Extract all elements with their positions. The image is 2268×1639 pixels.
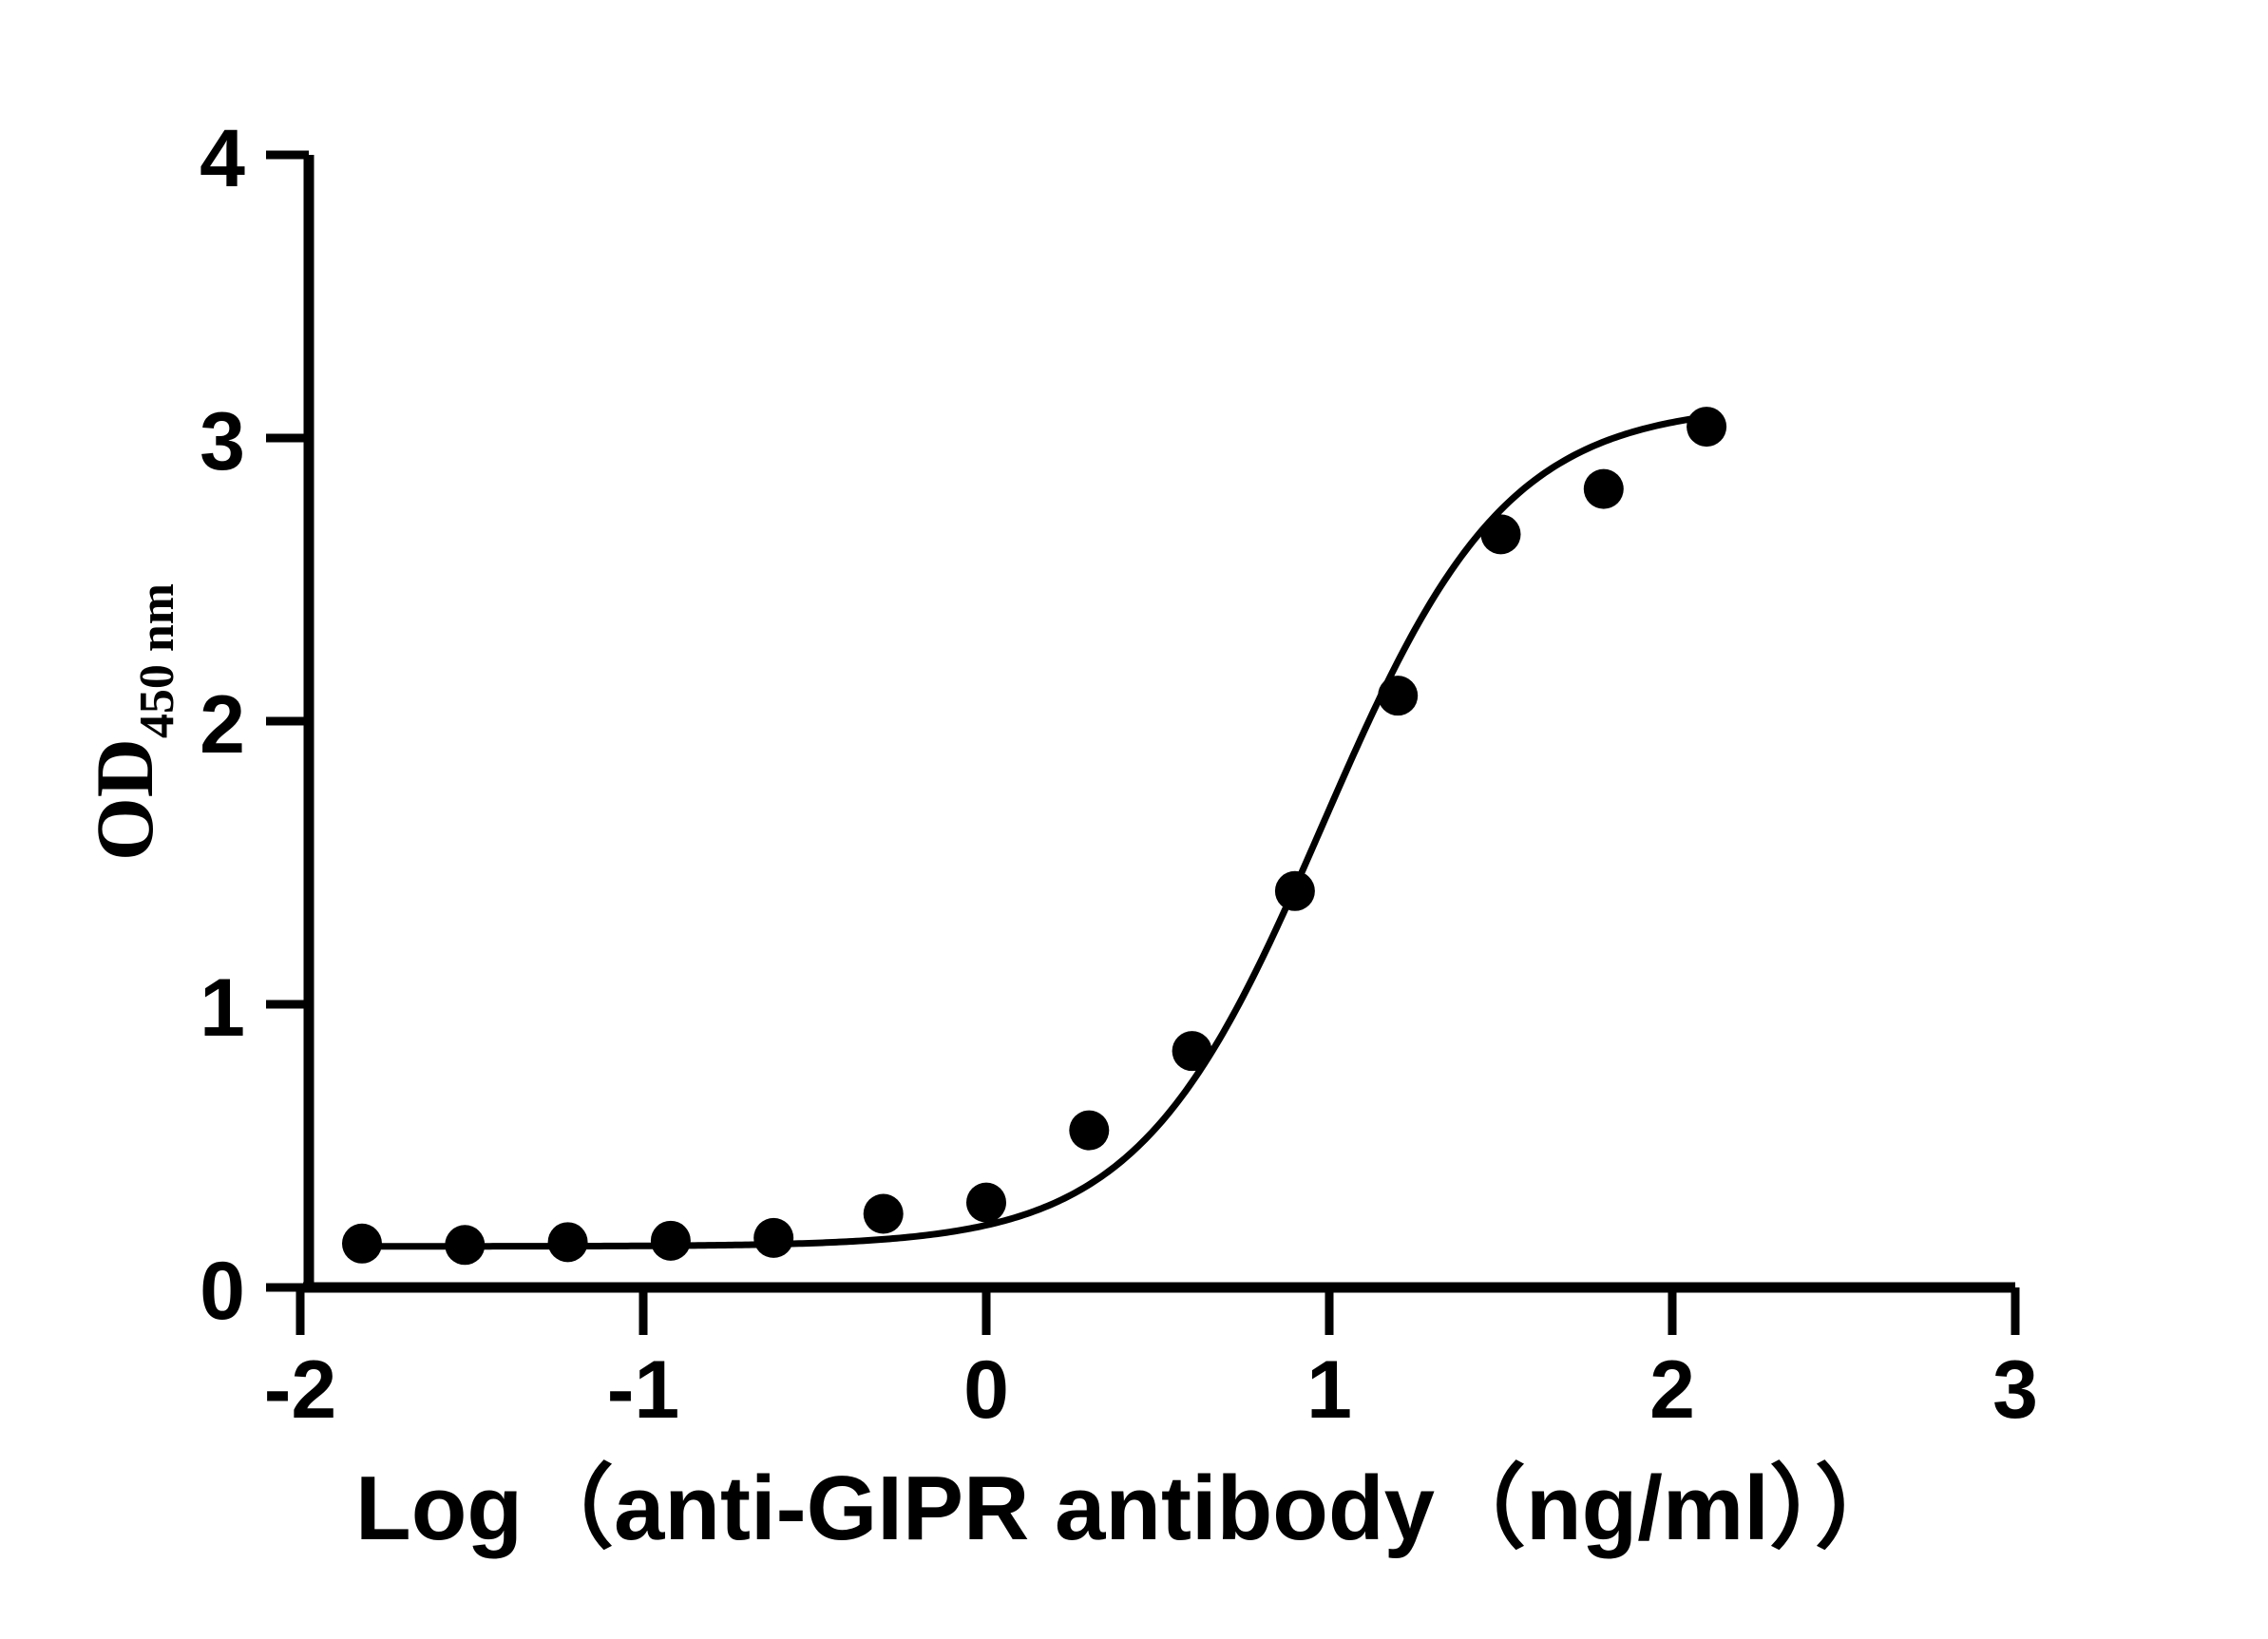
x-tick-label-3: 3 <box>1992 1344 2038 1436</box>
data-point <box>650 1220 691 1261</box>
data-points-group <box>341 407 1727 1266</box>
data-point <box>547 1222 588 1263</box>
x-axis-title-prefix: Log <box>355 1458 523 1559</box>
x-axis-title: Log（anti-GIPR antibody（ng/ml）） <box>355 1458 1906 1559</box>
data-point <box>1378 676 1419 716</box>
data-point <box>1069 1110 1110 1151</box>
y-axis-tick-labels: 0 1 2 3 4 <box>200 113 245 1337</box>
y-tick-label-0: 0 <box>200 1246 245 1337</box>
svg-text:Log（anti-GIPR antibody（ng/ml））: Log（anti-GIPR antibody（ng/ml）） <box>355 1458 1906 1559</box>
data-point <box>863 1193 904 1234</box>
data-point <box>1687 407 1727 448</box>
data-point <box>1172 1031 1212 1072</box>
svg-text:OD450 nm: OD450 nm <box>79 583 184 861</box>
y-axis-title-subscript: 450 nm <box>130 583 184 738</box>
data-point <box>341 1223 382 1264</box>
x-tick-label-neg2: -2 <box>264 1344 336 1436</box>
x-axis-title-open-paren-2: （ <box>1435 1458 1526 1559</box>
y-axis-title: OD450 nm <box>79 583 184 861</box>
x-axis-title-close-paren-1: ） <box>1815 1458 1906 1559</box>
x-tick-label-neg1: -1 <box>607 1344 679 1436</box>
x-axis-title-units: ng/ml <box>1526 1458 1769 1559</box>
x-tick-label-2: 2 <box>1649 1344 1695 1436</box>
y-tick-label-1: 1 <box>200 962 245 1054</box>
y-tick-label-3: 3 <box>200 396 245 487</box>
y-tick-label-2: 2 <box>200 679 245 771</box>
x-tick-label-0: 0 <box>963 1344 1009 1436</box>
data-point <box>445 1225 486 1266</box>
x-axis-title-close-paren-2: ） <box>1769 1458 1815 1559</box>
x-axis-tick-labels: -2 -1 0 1 2 3 <box>264 1344 2038 1436</box>
data-point <box>1480 514 1521 555</box>
x-axis-title-analyte: anti-GIPR antibody <box>614 1458 1435 1559</box>
data-point <box>1274 870 1315 911</box>
y-axis-ticks <box>266 150 309 1292</box>
x-tick-label-1: 1 <box>1306 1344 1352 1436</box>
data-point <box>966 1182 1006 1223</box>
y-axis-title-main: OD <box>79 738 170 861</box>
data-point <box>1583 468 1624 509</box>
x-axis-title-open-paren-1: （ <box>523 1458 614 1559</box>
x-axis-ticks <box>295 1287 2020 1335</box>
y-tick-label-4: 4 <box>200 113 245 204</box>
data-point <box>753 1217 794 1258</box>
